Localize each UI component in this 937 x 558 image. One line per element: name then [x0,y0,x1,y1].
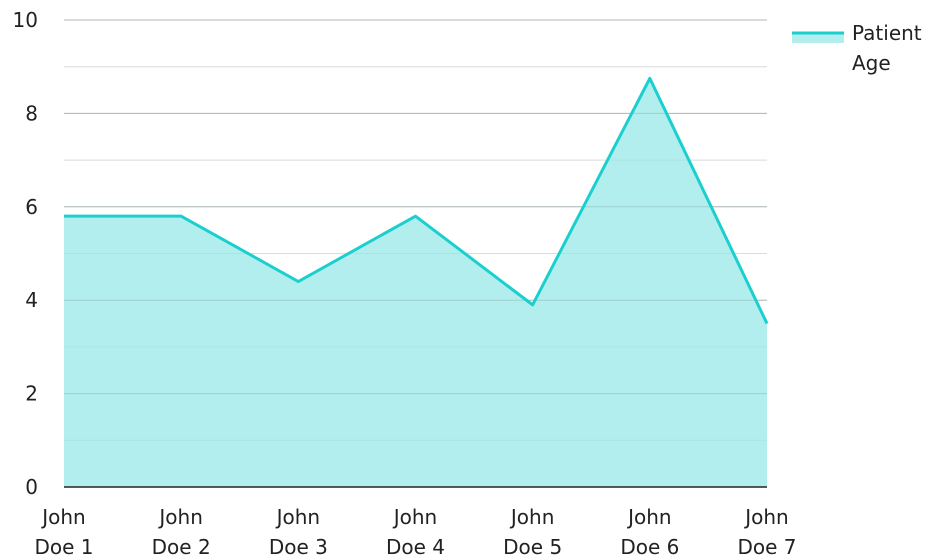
x-tick-label-line: Doe 1 [34,535,93,558]
x-tick-label: John Doe 1 [34,505,93,558]
y-tick-label: 0 [25,475,38,499]
x-tick-label-line: Doe 5 [503,535,562,558]
x-tick-label: John Doe 5 [503,505,562,558]
x-tick-label-line: Doe 6 [620,535,679,558]
legend-label: Patient Age [852,21,922,75]
x-tick-label: John Doe 4 [386,505,445,558]
x-tick-label: John Doe 3 [269,505,328,558]
x-tick-label-line: John [157,505,203,529]
x-tick-label: John Doe 2 [152,505,211,558]
x-tick-label-line: Doe 3 [269,535,328,558]
area-layer [64,19,769,487]
x-tick-label-line: Doe 2 [152,535,211,558]
y-tick-label: 2 [25,382,38,406]
x-tick-label-line: John [275,505,321,529]
x-tick-label: John Doe 6 [620,505,679,558]
x-tick-label-line: John [392,505,438,529]
legend-swatch-fill [792,33,844,43]
series-area-fill [64,78,767,487]
legend: Patient Age [792,21,922,75]
x-tick-label-line: Doe 4 [386,535,445,558]
x-tick-label: John Doe 7 [737,505,796,558]
x-tick-label-line: John [509,505,555,529]
y-tick-label: 4 [25,288,38,312]
y-tick-labels: 0 2 4 6 8 10 [13,8,38,499]
y-tick-label: 10 [13,8,38,32]
x-tick-label-line: John [743,505,789,529]
legend-label-line: Patient [852,21,922,45]
x-tick-label-line: John [40,505,86,529]
x-tick-label-line: John [626,505,672,529]
series-line [64,76,769,325]
x-tick-label-line: Doe 7 [737,535,796,558]
y-tick-label: 8 [25,101,38,125]
y-tick-label: 6 [25,195,38,219]
legend-label-line: Age [852,51,891,75]
